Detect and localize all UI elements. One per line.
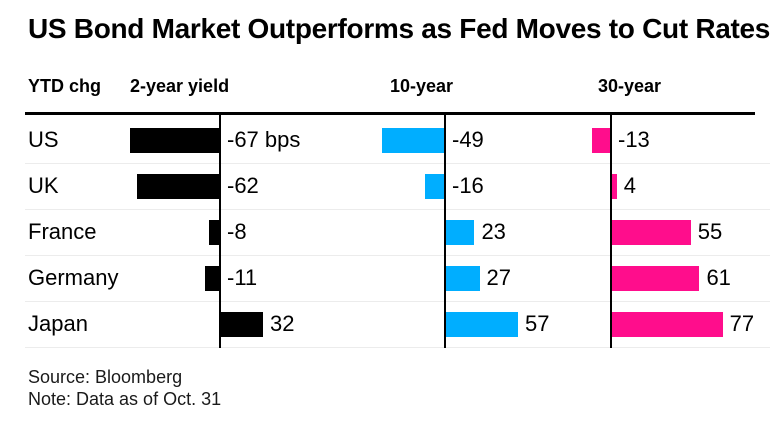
axis-baseline-10-year (444, 115, 446, 348)
bar-japan-2-year-yield (220, 311, 263, 337)
chart-title: US Bond Market Outperforms as Fed Moves … (28, 13, 771, 44)
row-separator (25, 301, 770, 302)
date-note: Note: Data as of Oct. 31 (28, 389, 222, 409)
header-10-year: 10-year (390, 76, 454, 96)
value-label: 61 (706, 265, 731, 290)
bar-us-2-year-yield (130, 127, 220, 153)
row-separator (25, 209, 770, 210)
axis-baseline-2-year-yield (219, 115, 221, 348)
bar-uk-2-year-yield (136, 173, 220, 199)
value-label: -8 (227, 219, 247, 244)
value-label: 57 (524, 311, 550, 336)
header-30-year: 30-year (598, 76, 662, 96)
row-label-us: US (28, 127, 59, 152)
value-label: 55 (697, 219, 723, 244)
header-ytd-chg: YTD chg (28, 76, 102, 96)
row-separator (25, 347, 770, 348)
bar-us-10-year (382, 127, 445, 153)
row-label-germany: Germany (28, 265, 119, 290)
bar-france-2-year-yield (209, 219, 220, 245)
value-label: 4 (623, 173, 637, 198)
header-2-year-yield: 2-year yield (130, 76, 230, 96)
bar-germany-10-year (445, 265, 480, 291)
bar-japan-10-year (445, 311, 518, 337)
value-label: 23 (481, 219, 506, 244)
value-label: -13 (618, 127, 650, 152)
source-note: Source: Bloomberg (28, 367, 183, 387)
value-label: -11 (227, 265, 258, 290)
value-label: 77 (729, 311, 755, 336)
row-separator (25, 163, 770, 164)
row-label-france: France (28, 219, 97, 244)
bar-france-30-year (611, 219, 691, 245)
bar-germany-30-year (611, 265, 700, 291)
value-label: 27 (486, 265, 512, 290)
row-separator (25, 255, 770, 256)
value-label: -49 (452, 127, 484, 152)
bar-germany-2-year-yield (205, 265, 220, 291)
bar-us-30-year (592, 127, 611, 153)
value-label: -62 (227, 173, 259, 198)
footer: Source: Bloomberg Note: Data as of Oct. … (28, 366, 221, 410)
row-label-japan: Japan (28, 311, 88, 336)
header-rule (25, 112, 755, 115)
bar-japan-30-year (611, 311, 723, 337)
value-label: -16 (452, 173, 484, 198)
value-label: 32 (269, 311, 295, 336)
bar-uk-10-year (424, 173, 445, 199)
value-label: -67 bps (227, 127, 301, 152)
axis-baseline-30-year (610, 115, 612, 348)
bar-uk-30-year (611, 173, 617, 199)
row-label-uk: UK (28, 173, 59, 198)
bar-france-10-year (445, 219, 475, 245)
